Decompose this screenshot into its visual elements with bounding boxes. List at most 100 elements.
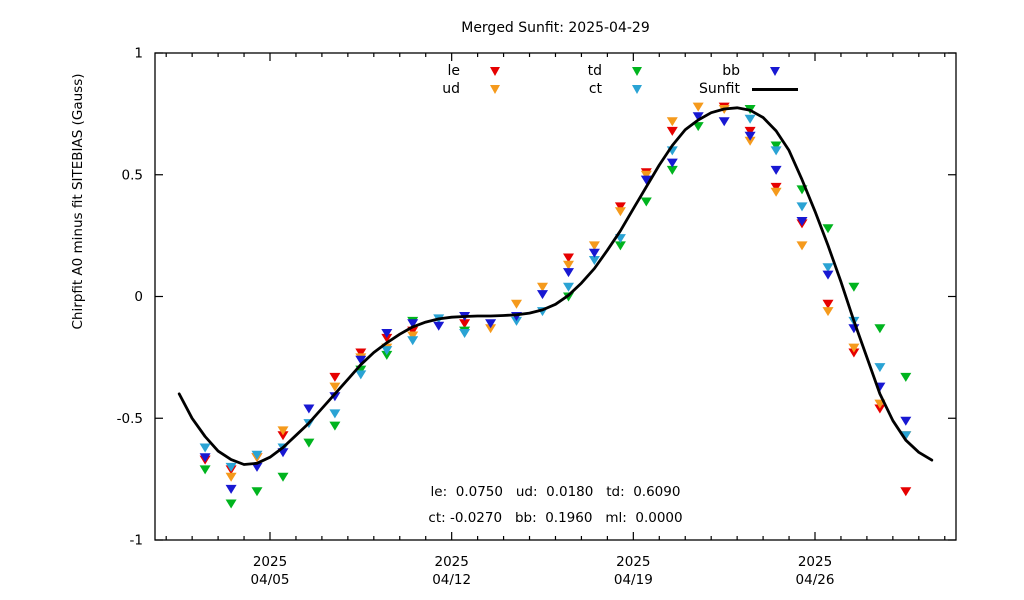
series-td [199,105,912,509]
fit-stats-line-2: ct: -0.0270 bb: 0.1960 ml: 0.0000 [428,510,683,526]
data-point-le [874,404,886,414]
triangle-down-icon [740,66,810,76]
data-point-td [199,465,211,475]
data-point-ud [744,136,756,146]
x-tick-label: 2025 [798,554,832,570]
data-point-td [329,421,341,431]
data-point-ud [614,207,626,217]
data-point-le [822,299,834,309]
x-tick-label: 04/12 [432,572,471,588]
data-point-le [770,182,782,192]
x-tick-label: 2025 [616,554,650,570]
data-point-ct [874,363,886,373]
data-point-ud [588,241,600,251]
data-point-td [381,350,393,360]
series-le [199,102,912,497]
x-tick-label: 2025 [253,554,287,570]
data-point-le [459,319,471,329]
data-point-bb [329,392,341,402]
data-point-ud [796,241,808,251]
data-point-td [822,224,834,234]
y-tick-label: -0.5 [117,411,143,427]
data-point-td [666,165,678,175]
data-point-bb [485,319,497,329]
series-ct [199,114,912,472]
legend-label-td: td [587,63,602,79]
y-ticks [155,52,956,541]
data-point-bb [822,270,834,280]
legend-label-le: le [447,63,460,79]
data-point-ct [407,336,419,346]
triangle-glyph [490,66,500,76]
data-point-bb [303,404,315,414]
data-point-ud [329,382,341,392]
line-sample-icon [740,87,810,91]
data-point-ud [511,299,522,309]
legend-label-ud: ud [442,81,460,97]
chart-title: Merged Sunfit: 2025-04-29 [461,20,650,36]
data-point-bb [563,268,574,278]
data-point-bb [537,290,548,300]
data-point-ct [251,450,263,460]
data-point-ct [744,114,756,124]
data-point-ct [199,443,211,453]
data-point-td [303,438,315,448]
data-point-ct [563,282,574,292]
triangle-down-icon [460,84,530,94]
data-point-td [900,372,912,382]
data-point-ct [770,146,782,156]
y-tick-label: 0.5 [122,167,143,183]
data-point-td [640,197,652,207]
data-point-bb [770,165,782,175]
data-point-ud [640,170,652,180]
data-point-le [329,372,341,382]
x-ticks [165,53,946,540]
legend: le td bb ud ct Sunfit [300,62,810,98]
legend-label-ct: ct [588,81,602,97]
data-point-bb [692,112,704,122]
data-point-td [225,499,237,509]
data-point-ud [537,282,548,292]
data-point-ct [225,462,237,472]
triangle-glyph [632,84,642,94]
data-point-bb [381,329,393,338]
plot-border [154,52,957,541]
data-point-ct [511,316,522,326]
data-point-bb [718,117,730,127]
data-point-ud [770,187,782,197]
data-point-bb [900,416,912,426]
data-point-bb [355,355,367,365]
y-axis-label: Chirpfit A0 minus fit SITEBIAS (Gauss) [70,73,86,330]
data-point-ud [822,307,834,317]
data-point-ct [355,370,367,380]
sunfit-curve [177,106,934,466]
triangle-down-icon [602,66,672,76]
data-point-ud [485,324,497,334]
data-point-bb [666,158,678,168]
data-point-ct [822,263,834,273]
data-point-le [900,487,912,497]
data-point-le [277,431,289,441]
data-point-ud [407,331,419,341]
data-point-td [277,472,289,482]
data-point-ct [588,256,600,265]
y-tick-label: 1 [134,46,143,62]
data-point-le [666,126,678,136]
triangle-glyph [490,84,500,94]
x-tick-label: 04/05 [251,572,290,588]
data-point-ud [563,260,574,270]
triangle-down-icon [460,66,530,76]
data-point-td [251,487,263,497]
y-tick-label: -1 [130,533,143,549]
data-point-le [614,202,626,212]
triangle-glyph [632,66,642,76]
data-point-ct [796,202,808,212]
data-point-ct [329,409,341,419]
data-point-bb [433,321,445,331]
legend-label-sunfit: Sunfit [699,81,740,97]
data-point-bb [407,319,419,329]
data-point-bb [744,131,756,141]
data-point-le [744,126,756,136]
